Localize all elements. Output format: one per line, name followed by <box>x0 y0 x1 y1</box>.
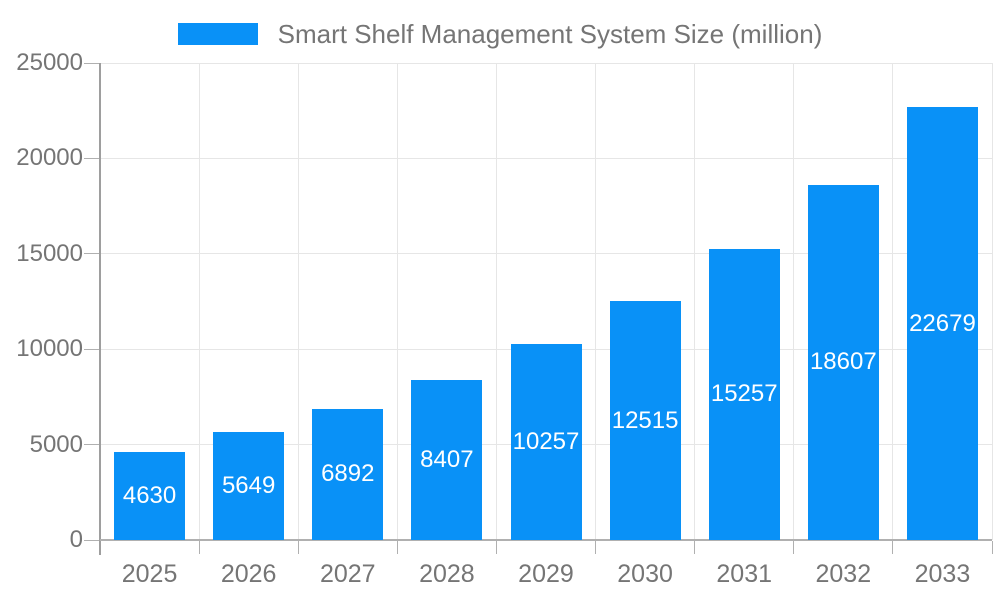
x-axis-tick <box>495 541 497 554</box>
bar-2028[interactable]: 8407 <box>411 379 483 540</box>
bar-2025[interactable]: 4630 <box>114 451 186 540</box>
bar-value-label: 10257 <box>512 428 580 456</box>
x-axis-tick <box>892 541 894 554</box>
x-axis-tick-label: 2028 <box>419 560 475 588</box>
v-gridline <box>396 63 398 540</box>
v-gridline <box>892 63 894 540</box>
x-axis-tick-label: 2025 <box>121 560 178 588</box>
y-axis-tick-label: 20000 <box>16 144 83 172</box>
bar-value-label: 4630 <box>122 481 177 509</box>
v-gridline <box>595 63 597 540</box>
y-axis-tick <box>84 157 100 159</box>
y-axis-tick <box>84 348 100 350</box>
bar-2030[interactable]: 12515 <box>609 301 681 540</box>
v-gridline <box>991 63 993 540</box>
bar-value-label: 6892 <box>321 460 375 488</box>
y-axis-tick-label: 5000 <box>29 430 83 458</box>
v-gridline <box>198 63 200 540</box>
y-axis-tick <box>84 62 100 64</box>
y-axis-line <box>99 63 101 555</box>
x-axis-tick <box>595 541 597 554</box>
x-axis-tick <box>396 541 398 554</box>
x-axis-tick <box>793 541 795 554</box>
v-gridline <box>495 63 497 540</box>
legend-swatch <box>177 23 258 45</box>
x-axis-tick-label: 2030 <box>617 560 673 588</box>
x-axis-tick <box>297 541 299 554</box>
bar-value-label: 15257 <box>710 380 778 408</box>
plot-area: 0 5000 10000 15000 20000 25000 4630 2025 5649 202… <box>16 50 993 588</box>
x-axis-tick <box>198 541 200 554</box>
y-axis-tick-label: 0 <box>69 526 83 553</box>
bar-2033[interactable]: 22679 <box>906 107 978 540</box>
h-gridline <box>100 62 992 64</box>
bar-value-label: 12515 <box>611 406 679 434</box>
x-axis-tick-label: 2032 <box>815 560 872 588</box>
v-gridline <box>297 63 299 540</box>
y-axis-tick-label: 10000 <box>16 335 83 363</box>
h-gridline <box>100 253 992 255</box>
y-axis-tick <box>84 253 100 255</box>
x-axis-tick-label: 2031 <box>716 560 773 588</box>
y-axis-tick-label: 25000 <box>16 49 83 76</box>
y-axis-tick-label: 15000 <box>16 239 83 267</box>
x-axis-tick <box>991 541 993 554</box>
x-axis-tick-label: 2026 <box>220 560 277 588</box>
v-gridline <box>793 63 795 540</box>
h-gridline <box>100 157 992 159</box>
x-axis-tick-label: 2029 <box>518 560 574 588</box>
bar-value-label: 5649 <box>221 472 276 500</box>
bar-2032[interactable]: 18607 <box>807 184 879 540</box>
x-axis-tick-label: 2027 <box>319 560 376 588</box>
y-axis-tick <box>84 444 100 446</box>
y-axis-tick <box>84 539 100 541</box>
v-gridline <box>694 63 696 540</box>
bar-value-label: 22679 <box>909 309 976 337</box>
bar-value-label: 18607 <box>809 348 877 376</box>
bar-2029[interactable]: 10257 <box>510 344 582 540</box>
x-axis-tick-label: 2033 <box>914 560 971 588</box>
bar-2027[interactable]: 6892 <box>312 408 384 540</box>
chart-legend[interactable]: Smart Shelf Management System Size (mill… <box>0 20 1000 48</box>
legend-label: Smart Shelf Management System Size (mill… <box>277 19 823 49</box>
x-axis-line <box>100 539 992 541</box>
bar-2031[interactable]: 15257 <box>708 248 780 540</box>
bar-2026[interactable]: 5649 <box>213 432 285 540</box>
x-axis-tick <box>694 541 696 554</box>
bar-value-label: 8407 <box>420 445 474 473</box>
